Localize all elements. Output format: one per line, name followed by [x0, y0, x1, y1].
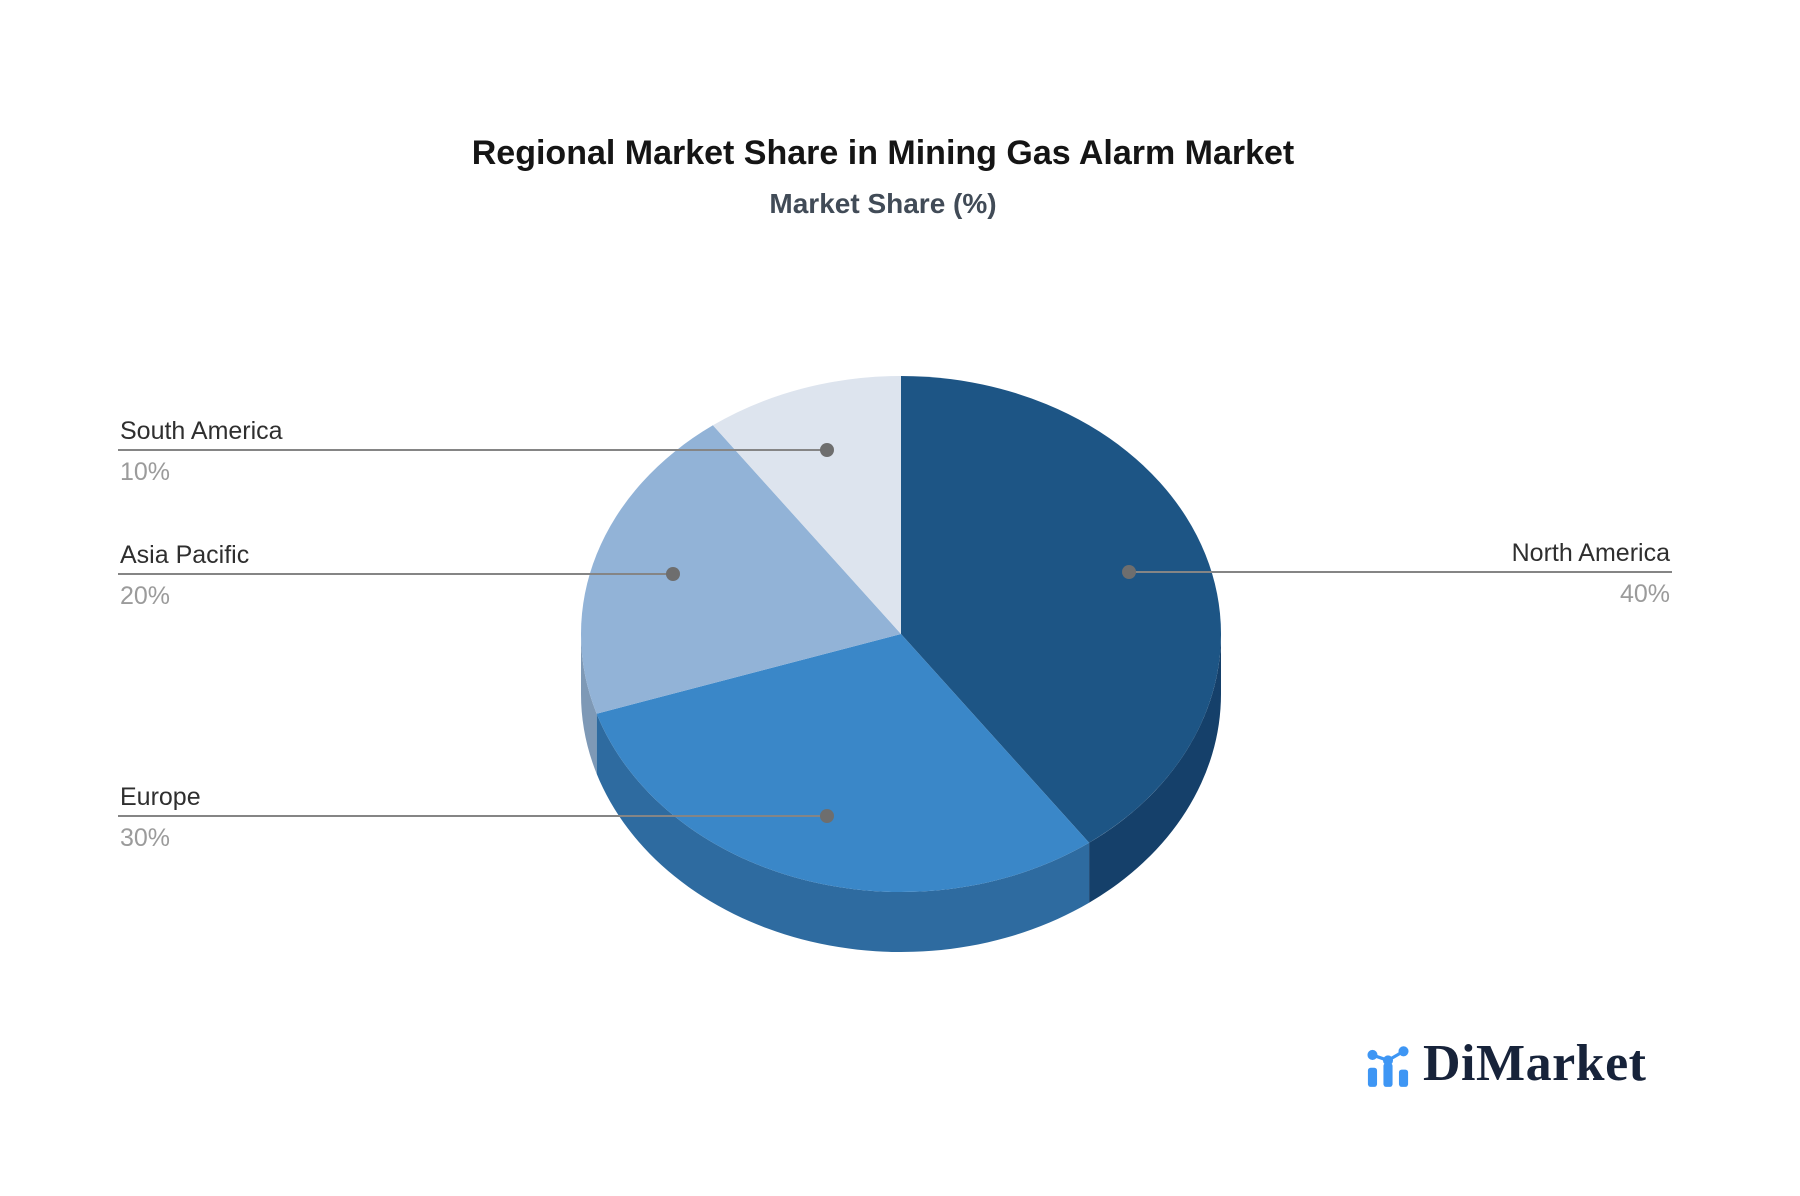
callout-leader-line	[118, 567, 680, 581]
callout-anchor-dot	[820, 809, 834, 823]
callout-value: 10%	[120, 458, 171, 486]
chart-subtitle: Market Share (%)	[769, 188, 997, 219]
brand-name: DiMarket	[1423, 1035, 1647, 1092]
pie-slice-europe	[596, 634, 1090, 893]
callout-label: South America	[120, 417, 283, 445]
callout-value: 30%	[120, 824, 171, 852]
pie-slice-south-america	[712, 376, 901, 634]
pie-slice-north-america	[901, 376, 1222, 843]
pie-slice-europe-side	[596, 713, 1090, 953]
callout-leader-line	[1122, 565, 1672, 579]
callout-value: 20%	[120, 582, 171, 610]
brand-logo: DiMarket	[1367, 1035, 1647, 1092]
callout-label: North America	[1511, 539, 1670, 567]
callout-anchor-dot	[666, 567, 680, 581]
callout-leader-line	[118, 809, 834, 823]
callout-anchor-dot	[820, 443, 834, 457]
callout-value: 40%	[1619, 580, 1670, 608]
callout-label: Europe	[120, 783, 201, 811]
callout-label: Asia Pacific	[120, 541, 250, 569]
pie-slice-asia-pacific-side	[581, 634, 597, 774]
chart-title: Regional Market Share in Mining Gas Alar…	[471, 134, 1295, 172]
callout-leader-line	[118, 443, 834, 457]
pie-slice-asia-pacific	[580, 425, 901, 714]
callout-anchor-dot	[1122, 565, 1136, 579]
pie-slice-north-america-side	[1089, 634, 1221, 903]
bar-chart-trend-icon	[1367, 1046, 1409, 1087]
